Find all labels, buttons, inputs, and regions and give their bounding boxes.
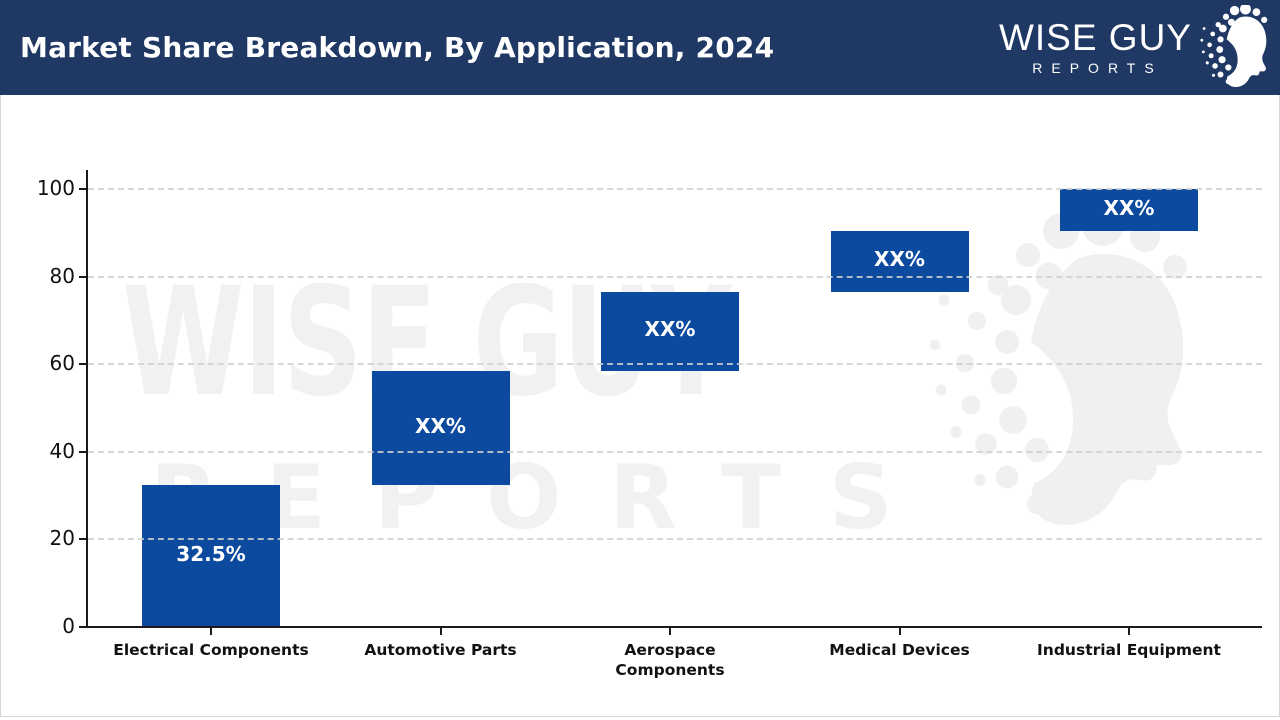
bar-segment: [142, 484, 280, 627]
page-title: Market Share Breakdown, By Application, …: [20, 31, 775, 64]
gridline-60: [88, 363, 1262, 366]
bar-segment: [371, 370, 510, 485]
logo-wordmark-line1: WISE GUY: [998, 17, 1192, 58]
x-tick-mark: [439, 628, 442, 635]
logo-wordmark: WISE GUY REPORTS: [999, 19, 1192, 76]
x-category-label: Automotive Parts: [364, 641, 517, 659]
gridline-100: [88, 188, 1262, 190]
y-tick-label: 0: [62, 614, 75, 638]
x-tick-mark: [210, 628, 212, 635]
gridline-20: [88, 538, 1262, 541]
y-tick-label: 20: [49, 526, 75, 551]
wiseguy-logo: WISE GUY REPORTS: [999, 4, 1272, 91]
y-tick-mark-100: [79, 188, 87, 190]
x-category-label: Industrial Equipment: [1037, 641, 1221, 659]
wiseguy-face-icon: [1200, 4, 1268, 87]
y-tick-label: 60: [49, 351, 75, 376]
y-tick-label: 100: [36, 176, 75, 200]
y-tick-label: 80: [49, 263, 75, 288]
y-tick-mark-20: [79, 538, 87, 541]
bar-value-label: XX%: [874, 247, 925, 272]
bar-value-label: XX%: [415, 413, 466, 438]
header-bar: Market Share Breakdown, By Application, …: [0, 0, 1280, 95]
x-tick-mark: [669, 628, 671, 635]
y-tick-mark-60: [79, 363, 87, 366]
gridline-40: [88, 450, 1262, 453]
y-axis-line: [86, 170, 88, 628]
x-axis-line: [86, 626, 1262, 628]
bar-value-label: 32.5%: [176, 541, 246, 566]
y-tick-mark-80: [79, 275, 87, 278]
x-tick-mark: [1128, 628, 1130, 635]
y-tick-mark-0: [79, 626, 87, 628]
x-category-label: Aerospace Components: [615, 641, 725, 680]
y-tick-label: 40: [49, 438, 75, 463]
bar-value-label: XX%: [644, 317, 696, 342]
logo-wordmark-line2: REPORTS: [1032, 60, 1163, 76]
x-category-label: Electrical Components: [113, 641, 309, 659]
x-tick-mark: [898, 628, 901, 635]
gridline-80: [88, 275, 1262, 278]
y-tick-mark-40: [79, 450, 87, 453]
bar-value-label: XX%: [1103, 195, 1155, 220]
x-category-label: Medical Devices: [829, 641, 970, 659]
bar-segment: [601, 291, 739, 371]
